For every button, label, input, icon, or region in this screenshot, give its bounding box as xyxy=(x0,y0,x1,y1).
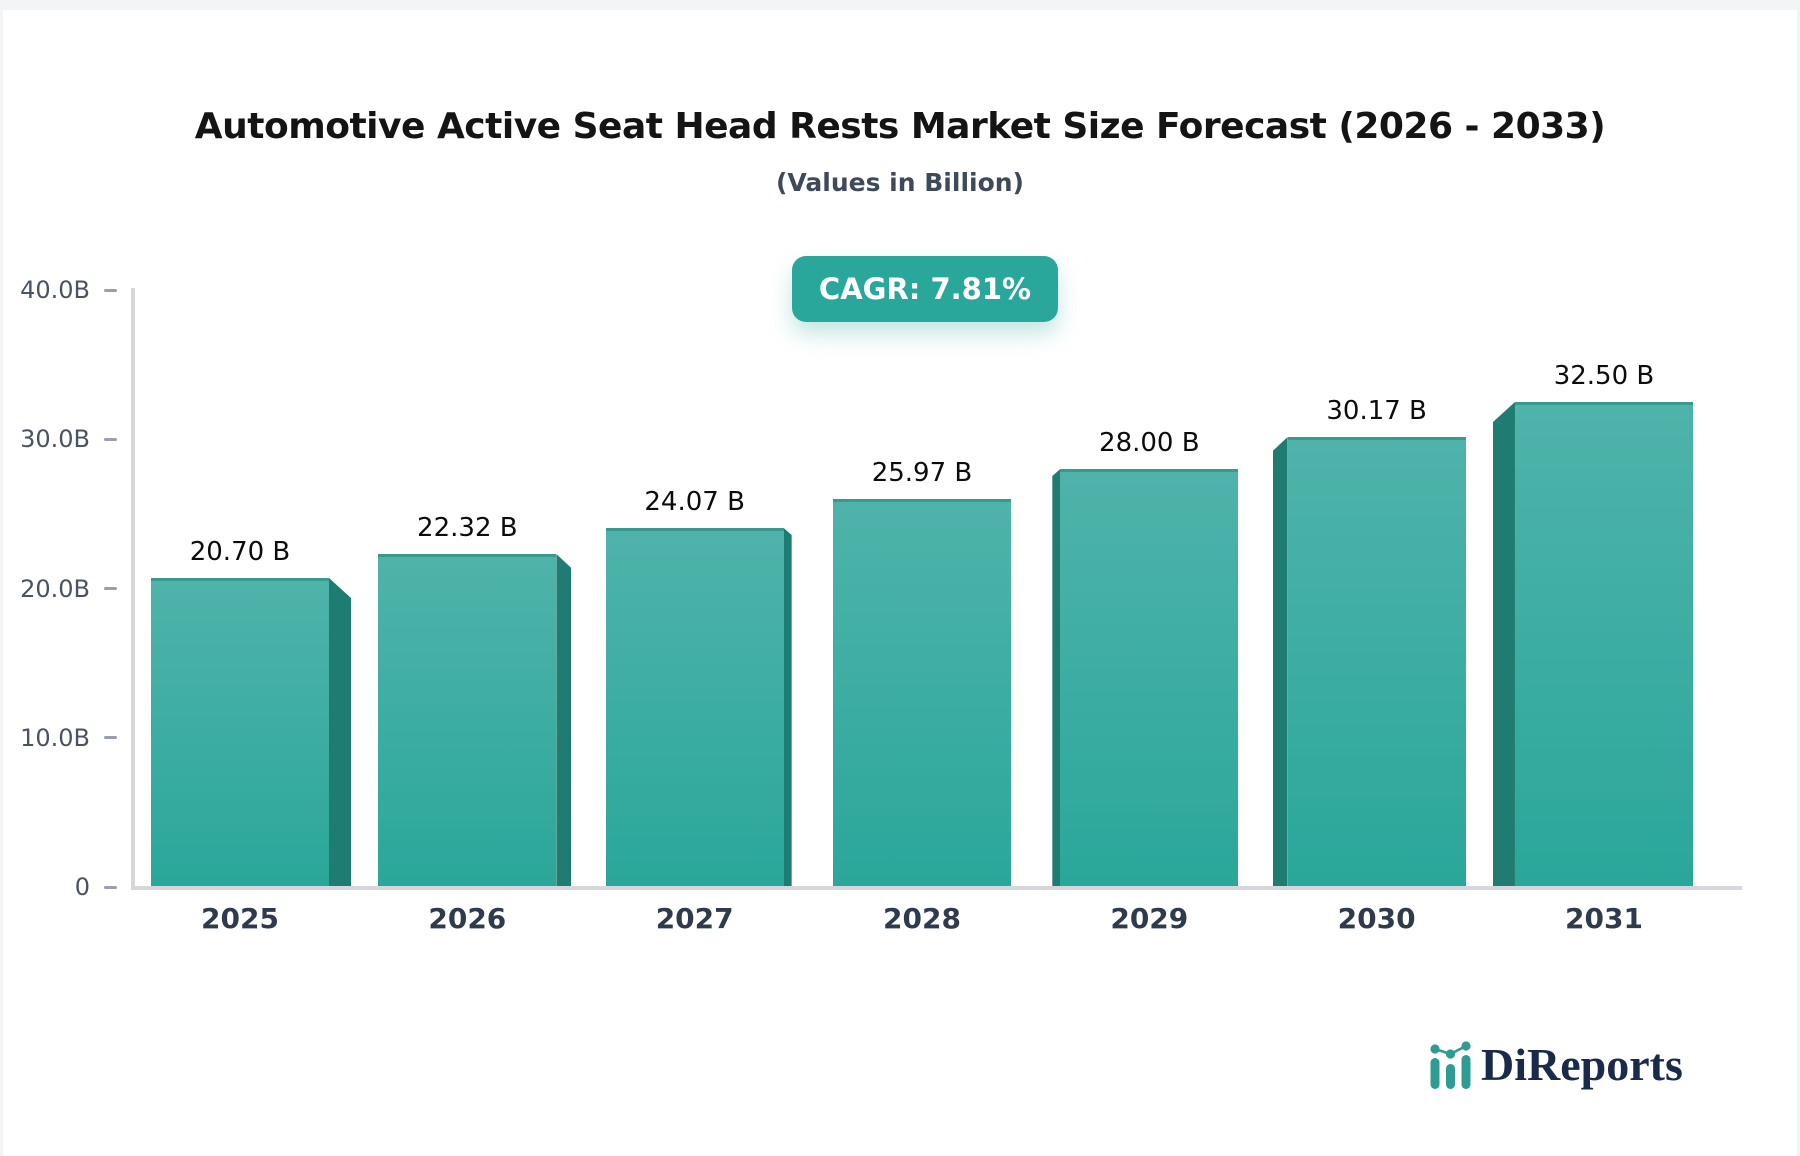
bar-face xyxy=(151,578,329,886)
bar-face xyxy=(1287,437,1466,886)
bar-2029 xyxy=(1052,469,1239,886)
bar-3d-side xyxy=(1492,402,1515,886)
y-tick-label: 40.0B xyxy=(20,276,90,304)
y-tick-mark xyxy=(104,587,117,590)
bar-2028 xyxy=(832,499,1011,886)
y-tick-mark xyxy=(104,885,117,889)
bar-value-label: 22.32 B xyxy=(417,513,518,543)
x-axis-label: 2027 xyxy=(655,902,734,935)
y-tick-label: 20.0B xyxy=(20,574,90,603)
bar-3d-side xyxy=(783,528,792,886)
y-tick-mark xyxy=(104,736,117,740)
cagr-badge: CAGR: 7.81% xyxy=(792,256,1058,322)
bar-3d-side xyxy=(556,554,572,886)
bar-value-label: 32.50 B xyxy=(1553,361,1655,391)
bar-2030 xyxy=(1272,437,1466,886)
chart-subtitle: (Values in Billion) xyxy=(776,168,1024,197)
bar-value-label: 25.97 B xyxy=(871,458,973,488)
x-axis-label: 2029 xyxy=(1110,902,1189,935)
y-tick-label: 30.0B xyxy=(20,425,90,454)
x-axis-label: 2030 xyxy=(1337,902,1416,935)
bar-3d-side xyxy=(329,578,351,886)
y-axis-line xyxy=(131,288,135,890)
bar-value-label: 28.00 B xyxy=(1099,428,1200,458)
y-tick-mark xyxy=(104,437,117,441)
bar-face xyxy=(1060,469,1239,886)
bar-face xyxy=(605,528,784,886)
bar-2026 xyxy=(378,554,572,886)
bar-face xyxy=(378,554,557,886)
frame-edge-left xyxy=(0,0,3,1156)
y-tick-label: 0 xyxy=(74,873,90,901)
x-axis-label: 2028 xyxy=(883,902,961,935)
chart-title: Automotive Active Seat Head Rests Market… xyxy=(194,106,1606,147)
bar-face xyxy=(1514,402,1693,886)
bar-2027 xyxy=(605,528,792,886)
bar-value-label: 24.07 B xyxy=(644,487,745,517)
bar-3d-side xyxy=(1272,437,1288,886)
x-axis-label: 2025 xyxy=(201,902,279,935)
x-axis-label: 2031 xyxy=(1565,902,1643,935)
bar-2031 xyxy=(1492,402,1693,886)
bar-value-label: 20.70 B xyxy=(189,537,291,567)
bar-3d-side xyxy=(1052,469,1061,886)
bar-value-label: 30.17 B xyxy=(1326,396,1427,426)
x-axis-line xyxy=(131,886,1742,890)
bar-2025 xyxy=(151,578,351,886)
direports-logo: DiReports xyxy=(1428,1032,1683,1098)
logo-text: DiReports xyxy=(1481,1039,1683,1090)
bar-chart-with-dots-icon xyxy=(1430,1041,1471,1089)
y-tick-mark xyxy=(104,288,117,292)
frame-edge-right xyxy=(1797,0,1800,1156)
bar-face xyxy=(832,499,1011,886)
x-axis-label: 2026 xyxy=(428,902,507,935)
frame-edge-top xyxy=(0,0,1800,10)
y-tick-label: 10.0B xyxy=(20,723,90,752)
